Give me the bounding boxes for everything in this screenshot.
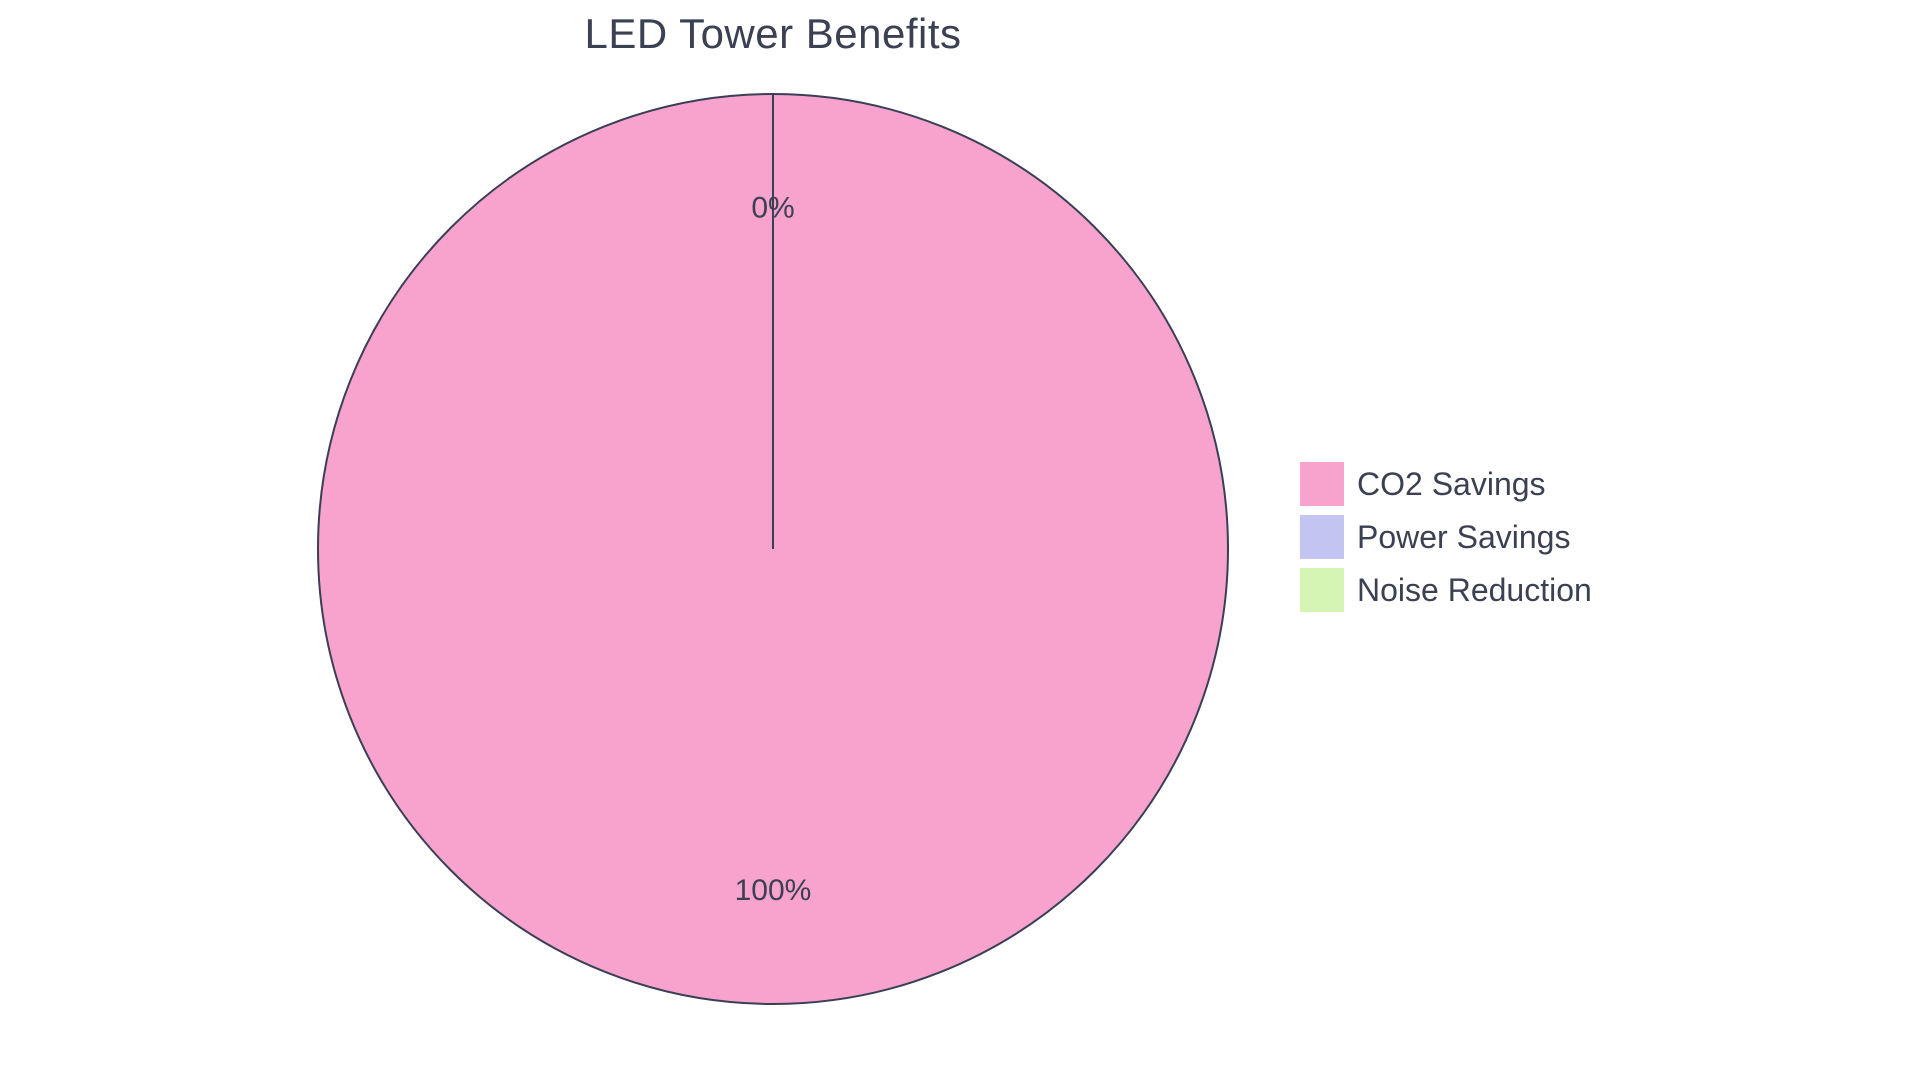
percent-label: 100%: [735, 874, 812, 907]
legend-label: Noise Reduction: [1357, 571, 1592, 608]
legend-label: CO2 Savings: [1357, 465, 1546, 502]
legend-label: Power Savings: [1357, 518, 1571, 555]
legend-swatch: [1300, 515, 1344, 559]
percent-label: 0%: [751, 191, 794, 224]
legend-swatch: [1300, 462, 1344, 506]
legend: CO2 Savings Power Savings Noise Reduction: [1300, 462, 1592, 612]
legend-item: Noise Reduction: [1300, 568, 1592, 612]
legend-item: CO2 Savings: [1300, 462, 1592, 506]
legend-item: Power Savings: [1300, 515, 1592, 559]
legend-swatch: [1300, 568, 1344, 612]
chart-title: LED Tower Benefits: [584, 10, 962, 57]
